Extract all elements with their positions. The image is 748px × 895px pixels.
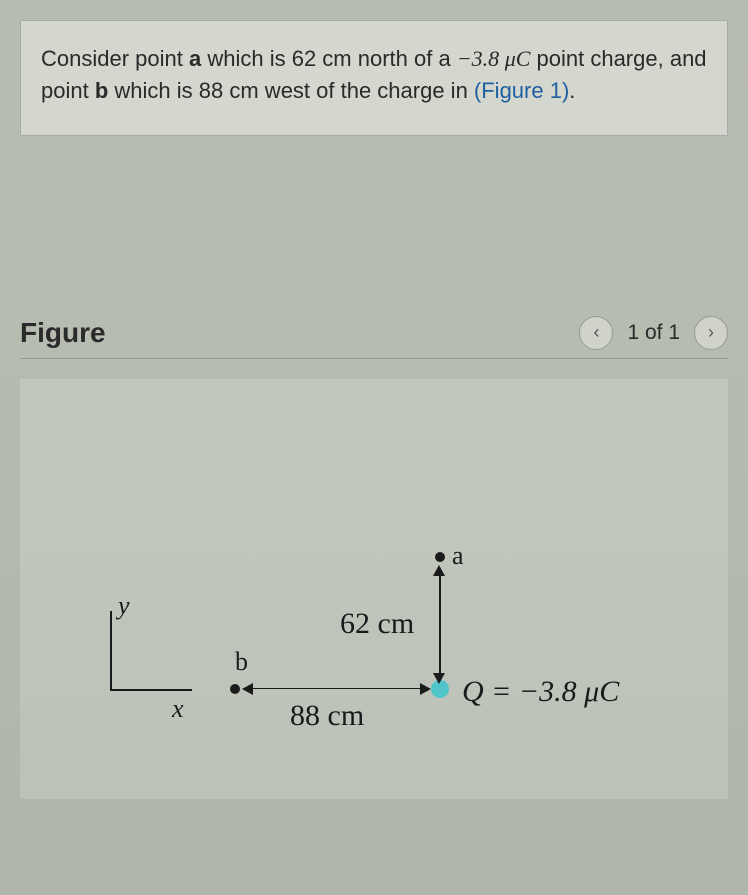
arrow-up-icon	[433, 565, 445, 576]
text: north of a	[352, 46, 457, 71]
dist-b-line	[252, 688, 422, 690]
text: which is	[201, 46, 291, 71]
dist-b: 88 cm	[199, 78, 259, 103]
figure-pager: ‹ 1 of 1 ›	[579, 316, 728, 350]
dist-a-label: 62 cm	[340, 607, 414, 641]
arrow-left-icon	[242, 683, 253, 695]
charge-inline: −3.8 μC	[457, 46, 531, 71]
text: Consider point	[41, 46, 189, 71]
chevron-left-icon: ‹	[593, 322, 599, 343]
point-b-ref: b	[95, 78, 108, 103]
pager-text: 1 of 1	[627, 321, 680, 345]
dist-a-line	[439, 575, 441, 675]
figure-link[interactable]: (Figure 1)	[474, 78, 569, 103]
prev-button[interactable]: ‹	[579, 316, 613, 350]
text: which is	[108, 78, 198, 103]
point-a-ref: a	[189, 46, 201, 71]
text: .	[569, 78, 575, 103]
text: west of the charge in	[259, 78, 474, 103]
figure-header: Figure ‹ 1 of 1 ›	[20, 316, 728, 359]
next-button[interactable]: ›	[694, 316, 728, 350]
arrow-right-icon	[420, 683, 431, 695]
x-axis-label: x	[172, 694, 184, 724]
dist-a: 62 cm	[292, 46, 352, 71]
point-b-label: b	[235, 647, 248, 677]
point-a-label: a	[452, 541, 464, 571]
y-axis	[110, 611, 112, 689]
point-b-dot	[230, 684, 240, 694]
y-axis-label: y	[118, 591, 130, 621]
x-axis	[110, 689, 192, 691]
problem-statement: Consider point a which is 62 cm north of…	[20, 20, 728, 136]
point-a-dot	[435, 552, 445, 562]
dist-b-label: 88 cm	[290, 699, 364, 733]
figure-diagram: y x b 88 cm Q = −3.8 μC 62 cm a	[20, 379, 728, 799]
figure-title: Figure	[20, 317, 106, 349]
chevron-right-icon: ›	[708, 322, 714, 343]
arrow-down-icon	[433, 673, 445, 684]
charge-label: Q = −3.8 μC	[462, 675, 619, 709]
problem-text: Consider point a which is 62 cm north of…	[41, 43, 707, 107]
